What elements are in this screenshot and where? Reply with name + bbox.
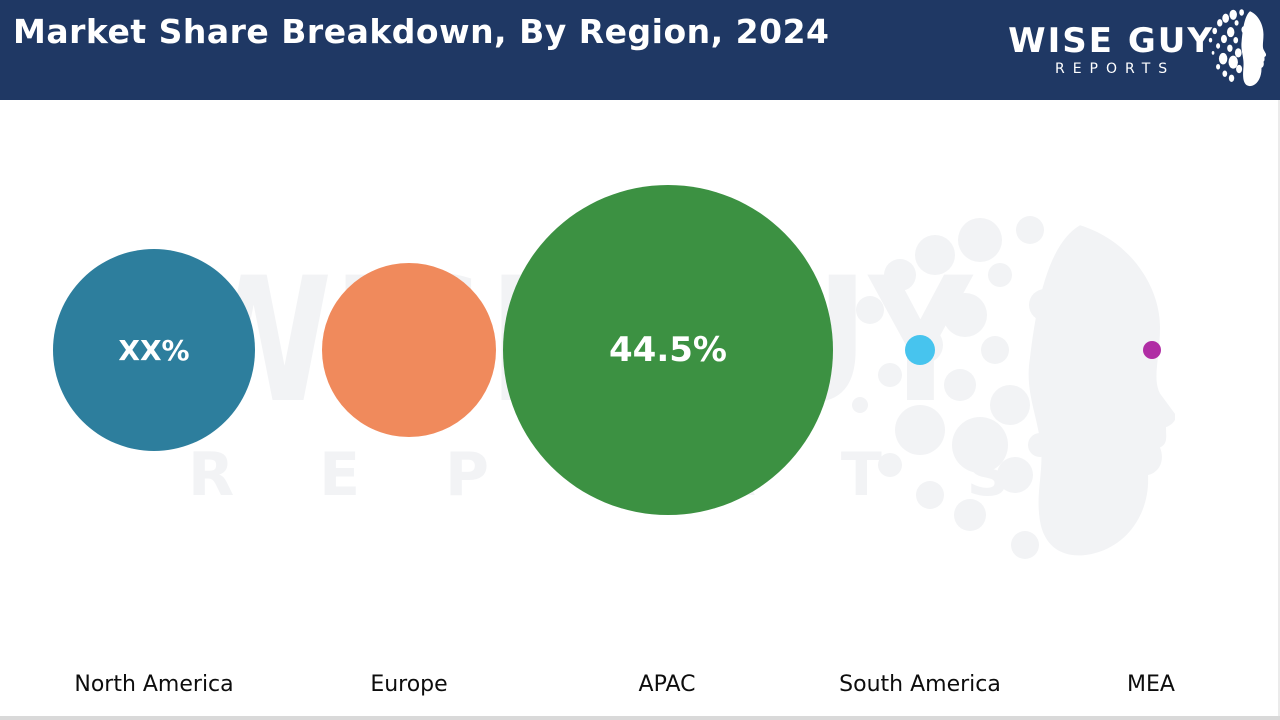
brand-logo: WISE GUY REPORTS <box>1008 6 1266 94</box>
bottom-edge-strip <box>0 716 1280 720</box>
category-label-south-america: South America <box>839 672 1001 697</box>
brand-face-icon <box>1208 9 1266 87</box>
category-label-mea: MEA <box>1127 672 1175 697</box>
brand-logo-text: WISE GUY REPORTS <box>1008 23 1214 77</box>
bubble-europe[interactable] <box>322 263 496 437</box>
bubble-value-apac: 44.5% <box>609 330 727 370</box>
category-label-north-america: North America <box>74 672 234 697</box>
watermark-face-icon <box>835 216 1175 559</box>
page-title: Market Share Breakdown, By Region, 2024 <box>13 12 830 51</box>
bubble-mea[interactable] <box>1143 341 1161 359</box>
category-label-europe: Europe <box>370 672 448 697</box>
category-label-apac: APAC <box>638 672 696 697</box>
header-bar: Market Share Breakdown, By Region, 2024 … <box>0 0 1280 100</box>
bubble-north-america[interactable]: XX% <box>53 249 255 451</box>
brand-subname: REPORTS <box>1054 61 1176 77</box>
brand-name: WISE GUY <box>1008 21 1214 61</box>
bubble-value-north-america: XX% <box>118 333 190 367</box>
bubble-south-america[interactable] <box>905 335 935 365</box>
bubble-apac[interactable]: 44.5% <box>503 185 833 515</box>
chart-canvas: WISE GUY R E P O R T S XX% 44.5% North A… <box>0 100 1280 716</box>
